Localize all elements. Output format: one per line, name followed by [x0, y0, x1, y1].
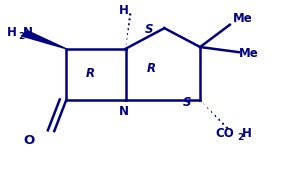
Text: R: R	[86, 67, 94, 80]
Text: N: N	[23, 26, 33, 39]
Text: H: H	[119, 4, 129, 17]
Text: Me: Me	[233, 12, 253, 25]
Text: R: R	[147, 62, 155, 75]
Text: 2: 2	[237, 134, 244, 143]
Text: CO: CO	[215, 127, 234, 140]
Text: O: O	[23, 134, 35, 147]
Text: 2: 2	[18, 32, 24, 41]
Text: N: N	[119, 105, 129, 118]
Text: S: S	[145, 22, 154, 35]
Text: H: H	[242, 127, 252, 140]
Text: S: S	[182, 96, 191, 109]
Text: Me: Me	[239, 47, 259, 60]
Text: H: H	[7, 26, 16, 39]
Polygon shape	[22, 31, 66, 49]
